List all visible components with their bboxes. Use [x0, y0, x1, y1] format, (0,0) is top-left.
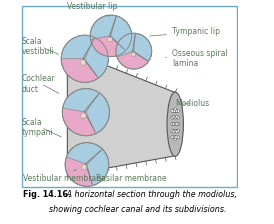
Circle shape: [175, 115, 178, 118]
Circle shape: [174, 108, 176, 110]
Ellipse shape: [167, 92, 183, 156]
Circle shape: [80, 60, 86, 65]
Circle shape: [174, 116, 177, 119]
Text: Osseous spiral
lamina: Osseous spiral lamina: [165, 49, 228, 69]
Text: Scala
tympani: Scala tympani: [22, 118, 53, 137]
Text: Vestibular membrane: Vestibular membrane: [23, 169, 105, 183]
Circle shape: [132, 52, 136, 56]
Circle shape: [171, 136, 174, 139]
Text: A horizontal section through the modiolus,: A horizontal section through the modiolu…: [64, 190, 237, 198]
Circle shape: [175, 130, 178, 133]
Circle shape: [171, 129, 174, 132]
Wedge shape: [90, 36, 125, 57]
Text: Modiolus: Modiolus: [175, 99, 209, 108]
Text: Vestibular lip: Vestibular lip: [67, 2, 118, 16]
Circle shape: [65, 143, 109, 186]
Circle shape: [174, 110, 177, 112]
Circle shape: [61, 35, 108, 82]
Circle shape: [176, 123, 180, 126]
Wedge shape: [85, 37, 108, 78]
Wedge shape: [61, 35, 95, 59]
Circle shape: [62, 89, 109, 136]
Circle shape: [176, 136, 180, 139]
Text: Fig. 14.16.: Fig. 14.16.: [23, 190, 71, 198]
Circle shape: [174, 138, 176, 140]
Circle shape: [176, 110, 180, 112]
Wedge shape: [65, 157, 93, 186]
Circle shape: [175, 136, 177, 138]
Wedge shape: [117, 51, 149, 69]
Wedge shape: [87, 149, 109, 185]
Text: Tympanic lip: Tympanic lip: [150, 28, 220, 37]
Wedge shape: [86, 93, 109, 134]
Wedge shape: [63, 89, 99, 112]
Circle shape: [174, 129, 177, 132]
Wedge shape: [111, 16, 132, 51]
Circle shape: [174, 136, 177, 139]
Circle shape: [116, 33, 152, 69]
Polygon shape: [67, 50, 175, 175]
Circle shape: [174, 123, 177, 126]
Wedge shape: [67, 143, 102, 164]
Circle shape: [172, 115, 175, 118]
Circle shape: [171, 116, 174, 119]
Circle shape: [171, 110, 174, 112]
Text: Scala
vestibuli: Scala vestibuli: [22, 37, 54, 56]
Circle shape: [81, 113, 86, 118]
Circle shape: [172, 123, 175, 125]
Text: Basilar membrane: Basilar membrane: [96, 169, 167, 183]
Circle shape: [82, 165, 87, 170]
Circle shape: [173, 136, 176, 138]
Wedge shape: [61, 59, 98, 82]
Circle shape: [173, 110, 176, 112]
Circle shape: [172, 130, 175, 133]
Circle shape: [176, 129, 180, 132]
Wedge shape: [116, 33, 135, 57]
FancyBboxPatch shape: [22, 6, 237, 187]
Text: Cochlear
duct: Cochlear duct: [22, 74, 55, 94]
Circle shape: [171, 123, 174, 126]
Circle shape: [175, 110, 177, 112]
Circle shape: [107, 37, 112, 42]
Circle shape: [176, 123, 178, 125]
Wedge shape: [62, 108, 96, 136]
Circle shape: [176, 116, 180, 119]
Circle shape: [90, 15, 132, 57]
Text: showing cochlear canal and its subdivisions.: showing cochlear canal and its subdivisi…: [49, 205, 226, 214]
Wedge shape: [90, 15, 116, 39]
Wedge shape: [134, 33, 152, 61]
